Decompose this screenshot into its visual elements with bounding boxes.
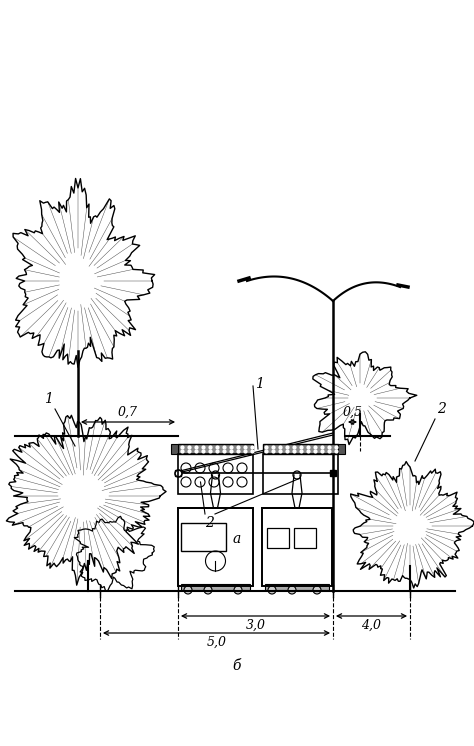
Text: 0,7: 0,7 xyxy=(118,406,138,419)
Text: б: б xyxy=(233,659,241,673)
Text: 1: 1 xyxy=(255,377,264,391)
Bar xyxy=(178,508,253,586)
Text: а: а xyxy=(233,532,241,546)
Bar xyxy=(265,584,329,590)
Circle shape xyxy=(184,586,192,594)
Bar xyxy=(263,444,338,454)
Text: 5,0: 5,0 xyxy=(207,636,227,649)
Text: 0,5: 0,5 xyxy=(343,406,363,419)
Bar xyxy=(171,444,178,454)
Text: 2: 2 xyxy=(438,402,447,416)
Bar xyxy=(262,508,332,586)
Circle shape xyxy=(234,586,242,594)
Text: 4,0: 4,0 xyxy=(362,619,382,632)
Circle shape xyxy=(288,586,296,594)
Bar xyxy=(294,528,316,548)
Text: 3,0: 3,0 xyxy=(246,619,265,632)
Bar xyxy=(338,444,345,454)
Circle shape xyxy=(313,586,321,594)
Circle shape xyxy=(268,586,276,594)
Bar xyxy=(181,584,250,590)
Circle shape xyxy=(204,586,212,594)
Bar xyxy=(263,454,338,494)
Text: 2: 2 xyxy=(206,516,214,530)
Text: 1: 1 xyxy=(44,392,53,406)
Bar xyxy=(178,444,253,454)
Bar xyxy=(181,523,226,551)
Bar xyxy=(178,454,253,494)
Bar xyxy=(267,528,289,548)
